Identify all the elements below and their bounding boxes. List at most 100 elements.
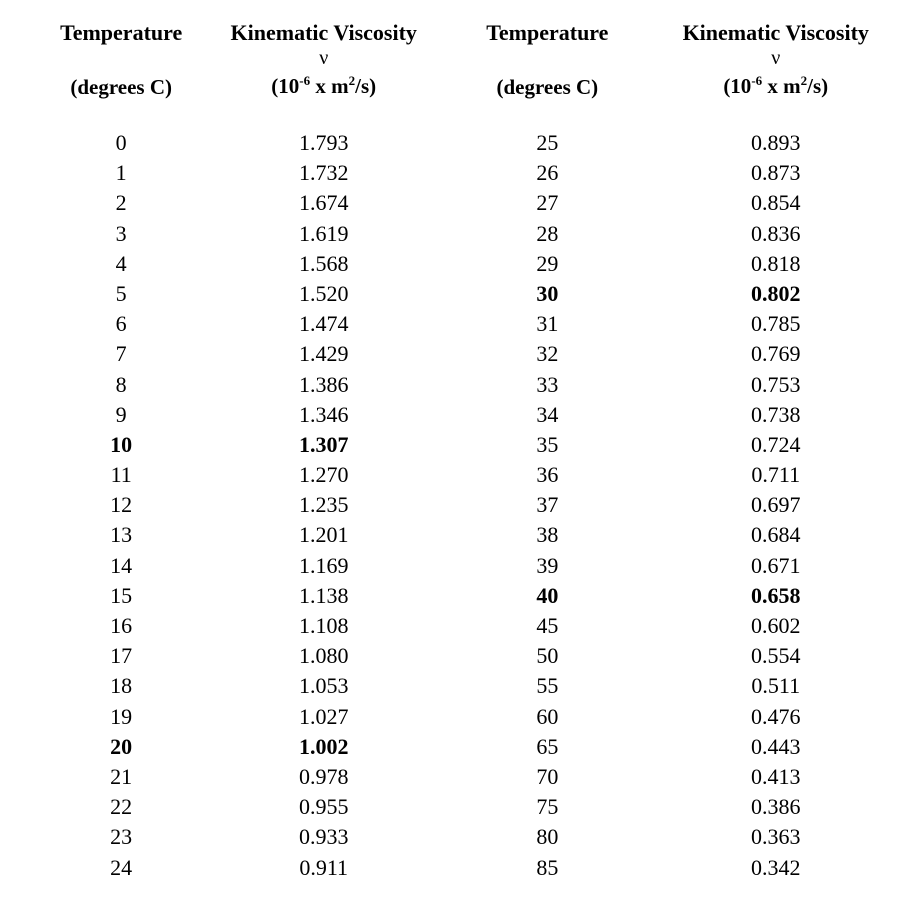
nu-symbol: ν bbox=[319, 47, 328, 70]
visc-cell: 1.235 bbox=[299, 490, 349, 520]
header-unit: (10-6 x m2/s) bbox=[723, 74, 828, 98]
visc-cell: 1.793 bbox=[299, 128, 349, 158]
temp-cell: 37 bbox=[536, 490, 558, 520]
visc-cell: 0.818 bbox=[751, 249, 801, 279]
temp-cell: 30 bbox=[536, 279, 558, 309]
header-title: Temperature bbox=[486, 18, 608, 45]
temp-cell: 40 bbox=[536, 581, 558, 611]
temp-cell: 23 bbox=[110, 822, 132, 852]
temp-cell: 50 bbox=[536, 641, 558, 671]
visc-cell: 0.342 bbox=[751, 853, 801, 883]
temp-cell: 17 bbox=[110, 641, 132, 671]
temp-cell: 32 bbox=[536, 339, 558, 369]
temp-cell: 26 bbox=[536, 158, 558, 188]
temp-cell: 29 bbox=[536, 249, 558, 279]
temp-cell: 33 bbox=[536, 370, 558, 400]
temp-cell: 0 bbox=[116, 128, 127, 158]
visc-cell: 1.520 bbox=[299, 279, 349, 309]
temp-cell: 21 bbox=[110, 762, 132, 792]
header-title: Temperature bbox=[60, 18, 182, 45]
temp-cell: 4 bbox=[116, 249, 127, 279]
visc-cell: 0.602 bbox=[751, 611, 801, 641]
header-visc-left: Kinematic Viscosity ν (10-6 x m2/s) bbox=[231, 18, 417, 128]
visc-cell: 0.802 bbox=[751, 279, 801, 309]
visc-cell: 1.169 bbox=[299, 551, 349, 581]
temp-cell: 38 bbox=[536, 520, 558, 550]
temp-cell: 10 bbox=[110, 430, 132, 460]
rows-temp-right: 2526272829303132333435363738394045505560… bbox=[433, 128, 661, 883]
visc-cell: 0.836 bbox=[751, 219, 801, 249]
header-unit: (10-6 x m2/s) bbox=[271, 74, 376, 98]
visc-cell: 0.658 bbox=[751, 581, 801, 611]
temp-cell: 45 bbox=[536, 611, 558, 641]
temp-cell: 28 bbox=[536, 219, 558, 249]
visc-cell: 1.346 bbox=[299, 400, 349, 430]
temp-cell: 36 bbox=[536, 460, 558, 490]
visc-cell: 1.108 bbox=[299, 611, 349, 641]
visc-cell: 0.911 bbox=[299, 853, 348, 883]
temp-cell: 27 bbox=[536, 188, 558, 218]
visc-cell: 1.201 bbox=[299, 520, 349, 550]
visc-cell: 1.270 bbox=[299, 460, 349, 490]
temp-cell: 7 bbox=[116, 339, 127, 369]
visc-cell: 0.873 bbox=[751, 158, 801, 188]
temp-cell: 1 bbox=[116, 158, 127, 188]
visc-cell: 0.955 bbox=[299, 792, 349, 822]
col-temp-left: Temperature (degrees C) 0123456789101112… bbox=[28, 18, 214, 912]
visc-cell: 0.476 bbox=[751, 702, 801, 732]
header-unit: (degrees C) bbox=[497, 75, 599, 99]
header-unit: (degrees C) bbox=[70, 75, 172, 99]
visc-cell: 0.933 bbox=[299, 822, 349, 852]
visc-cell: 0.724 bbox=[751, 430, 801, 460]
temp-cell: 25 bbox=[536, 128, 558, 158]
visc-cell: 0.443 bbox=[751, 732, 801, 762]
header-temp-right: Temperature (degrees C) bbox=[486, 18, 608, 128]
temp-cell: 22 bbox=[110, 792, 132, 822]
nu-symbol: ν bbox=[771, 47, 780, 70]
visc-cell: 0.363 bbox=[751, 822, 801, 852]
pane-right: Temperature (degrees C) 2526272829303132… bbox=[433, 18, 890, 912]
visc-cell: 0.769 bbox=[751, 339, 801, 369]
temp-cell: 3 bbox=[116, 219, 127, 249]
visc-cell: 1.027 bbox=[299, 702, 349, 732]
header-title: Kinematic Viscosity bbox=[683, 18, 869, 45]
header-visc-right: Kinematic Viscosity ν (10-6 x m2/s) bbox=[683, 18, 869, 128]
visc-cell: 1.080 bbox=[299, 641, 349, 671]
temp-cell: 14 bbox=[110, 551, 132, 581]
header-temp-left: Temperature (degrees C) bbox=[60, 18, 182, 128]
visc-cell: 1.429 bbox=[299, 339, 349, 369]
temp-cell: 75 bbox=[536, 792, 558, 822]
temp-cell: 9 bbox=[116, 400, 127, 430]
visc-cell: 1.474 bbox=[299, 309, 349, 339]
temp-cell: 31 bbox=[536, 309, 558, 339]
visc-cell: 0.511 bbox=[751, 671, 800, 701]
temp-cell: 12 bbox=[110, 490, 132, 520]
visc-cell: 0.711 bbox=[751, 460, 800, 490]
temp-cell: 34 bbox=[536, 400, 558, 430]
temp-cell: 55 bbox=[536, 671, 558, 701]
temp-cell: 19 bbox=[110, 702, 132, 732]
temp-cell: 65 bbox=[536, 732, 558, 762]
col-temp-right: Temperature (degrees C) 2526272829303132… bbox=[433, 18, 661, 912]
temp-cell: 8 bbox=[116, 370, 127, 400]
temp-cell: 85 bbox=[536, 853, 558, 883]
temp-cell: 60 bbox=[536, 702, 558, 732]
visc-cell: 0.753 bbox=[751, 370, 801, 400]
visc-cell: 0.738 bbox=[751, 400, 801, 430]
temp-cell: 15 bbox=[110, 581, 132, 611]
visc-cell: 1.002 bbox=[299, 732, 349, 762]
visc-cell: 0.854 bbox=[751, 188, 801, 218]
temp-cell: 35 bbox=[536, 430, 558, 460]
temp-cell: 20 bbox=[110, 732, 132, 762]
visc-cell: 1.674 bbox=[299, 188, 349, 218]
rows-temp-left: 0123456789101112131415161718192021222324 bbox=[28, 128, 214, 883]
visc-cell: 0.893 bbox=[751, 128, 801, 158]
visc-cell: 1.386 bbox=[299, 370, 349, 400]
visc-cell: 1.307 bbox=[299, 430, 349, 460]
visc-cell: 1.053 bbox=[299, 671, 349, 701]
viscosity-table-page: Temperature (degrees C) 0123456789101112… bbox=[0, 0, 918, 912]
temp-cell: 6 bbox=[116, 309, 127, 339]
visc-cell: 0.684 bbox=[751, 520, 801, 550]
temp-cell: 11 bbox=[111, 460, 132, 490]
visc-cell: 1.568 bbox=[299, 249, 349, 279]
